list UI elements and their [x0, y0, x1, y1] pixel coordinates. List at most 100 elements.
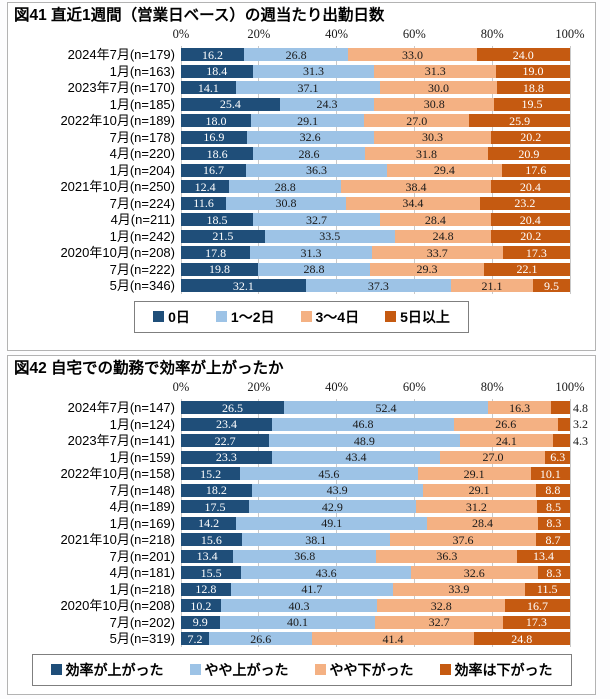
stacked-bar: 13.4 36.8 36.3 13.4: [181, 549, 570, 563]
bar-segment: 18.2: [181, 483, 252, 497]
bar-segment: 32.8: [377, 599, 506, 613]
bar-segment: 20.4: [490, 180, 570, 194]
bar-segment: 29.3: [370, 262, 485, 276]
bar-segment: 32.6: [410, 566, 538, 580]
bar-row: 1月(n=185) 25.4 24.3 30.8 19.5: [8, 96, 595, 113]
bar-segment: 19.5: [494, 97, 570, 111]
bar-segment: 17.5: [181, 500, 249, 514]
bar-row: 1月(n=124) 23.4 46.8 26.6 3.2: [8, 416, 595, 433]
bar-segment: 31.3: [252, 64, 375, 78]
legend-item: やや下がった: [314, 660, 414, 680]
bar-segment: 31.3: [250, 246, 372, 260]
figure41-plot-area: 2024年7月(n=179) 16.2 26.8 33.0 24.0 1月(n=163) 1…: [8, 46, 595, 294]
bar-segment: 31.8: [364, 147, 489, 161]
bar-segment: 36.3: [245, 163, 388, 177]
bar-segment: 40.1: [219, 615, 376, 629]
figure41-panel: 図41 直近1週間（営業日ベース）の週当たり出勤日数 0% 20% 40% 60% 80…: [7, 2, 596, 351]
bar-segment: 31.3: [374, 64, 497, 78]
bar-segment: 18.4: [181, 64, 253, 78]
legend-label: 0日: [168, 308, 190, 325]
stacked-bar: 32.1 37.3 21.1 9.5: [181, 279, 570, 293]
axis-tick-label: 40%: [325, 27, 349, 42]
stacked-bar: 15.6 38.1 37.6 8.7: [181, 533, 570, 547]
bar-segment: 17.6: [501, 163, 570, 177]
stacked-bar: 16.9 32.6 30.3 20.2: [181, 130, 570, 144]
stacked-bar: 23.4 46.8 26.6 3.2: [181, 417, 588, 431]
bar-row: 1月(n=159) 23.3 43.4 27.0 6.3: [8, 449, 595, 466]
stacked-bar: 25.4 24.3 30.8 19.5: [181, 97, 570, 111]
segment-value-label: 3.2: [572, 417, 588, 432]
segment-value-label: 4.3: [572, 433, 588, 448]
stacked-bar: 16.7 36.3 29.4 17.6: [181, 163, 570, 177]
legend-item: 1～2日: [215, 307, 275, 327]
bar-segment: 24.8: [473, 632, 570, 646]
bar-segment: 33.7: [371, 246, 503, 260]
legend-swatch-icon: [153, 311, 165, 323]
category-label: 7月(n=148): [109, 482, 175, 498]
axis-tick-label: 20%: [247, 380, 271, 395]
category-label: 2020年10月(n=208): [60, 598, 175, 614]
bar-segment: 29.1: [251, 114, 365, 128]
bar-segment: 26.8: [244, 48, 349, 62]
category-label: 4月(n=211): [110, 212, 175, 228]
bar-segment: 28.4: [427, 516, 538, 530]
bar-row: 2021年10月(n=218) 15.6 38.1 37.6 8.7: [8, 531, 595, 548]
bar-row: 7月(n=148) 18.2 43.9 29.1 8.8: [8, 482, 595, 499]
category-label: 7月(n=222): [109, 261, 175, 277]
bar-segment: 45.6: [240, 467, 418, 481]
axis-tick-label: 100%: [555, 380, 585, 395]
bar-segment: 23.2: [479, 196, 570, 210]
stacked-bar: 21.5 33.5 24.8 20.2: [181, 229, 570, 243]
bar-row: 2022年10月(n=189) 18.0 29.1 27.0 25.9: [8, 112, 595, 129]
bar-row: 7月(n=178) 16.9 32.6 30.3 20.2: [8, 129, 595, 146]
bar-segment: 28.8: [229, 180, 342, 194]
legend-label: 効率は下がった: [454, 661, 553, 678]
bar-segment: 13.4: [517, 549, 570, 563]
bar-segment: 15.2: [181, 467, 241, 481]
bar-segment: 26.6: [454, 417, 558, 431]
bar-segment: 12.4: [181, 180, 230, 194]
legend-item: 0日: [153, 307, 190, 327]
bar-segment: 30.3: [373, 130, 492, 144]
bar-segment: 16.7: [181, 163, 246, 177]
bar-segment: 23.4: [181, 417, 273, 431]
category-label: 7月(n=201): [109, 548, 175, 564]
bar-row: 2024年7月(n=147) 26.5 52.4 16.3 4.8: [8, 399, 595, 416]
segment-value-label: 4.8: [572, 400, 588, 415]
category-label: 1月(n=169): [109, 515, 175, 531]
bar-segment: 43.9: [251, 483, 423, 497]
stacked-bar: 18.2 43.9 29.1 8.8: [181, 483, 570, 497]
bar-row: 2023年7月(n=170) 14.1 37.1 30.0 18.8: [8, 79, 595, 96]
bar-segment: 28.8: [258, 262, 371, 276]
axis-tick-label: 80%: [480, 27, 504, 42]
bar-segment: 25.9: [469, 114, 570, 128]
axis-tick-label: 40%: [325, 380, 349, 395]
gridline: [569, 399, 571, 647]
stacked-bar: 14.1 37.1 30.0 18.8: [181, 81, 570, 95]
bar-segment: 29.4: [387, 163, 502, 177]
bar-segment: 24.1: [459, 434, 554, 448]
bar-row: 5月(n=319) 7.2 26.6 41.4 24.8: [8, 630, 595, 647]
bar-segment: 33.9: [392, 582, 525, 596]
bar-segment: 42.9: [249, 500, 416, 514]
bar-segment: 38.4: [341, 180, 491, 194]
stacked-bar: 16.2 26.8 33.0 24.0: [181, 48, 570, 62]
axis-tick-label: 80%: [480, 380, 504, 395]
legend-item: 5日以上: [385, 307, 450, 327]
bar-segment: 41.7: [230, 582, 393, 596]
bar-segment: 48.9: [269, 434, 460, 448]
bar-segment: 19.8: [181, 262, 259, 276]
bar-row: 2020年10月(n=208) 17.8 31.3 33.7 17.3: [8, 244, 595, 261]
bar-segment: 32.7: [252, 213, 381, 227]
figure41-legend: 0日 1～2日 3～4日 5日以上: [134, 300, 469, 333]
bar-row: 4月(n=211) 18.5 32.7 28.4 20.4: [8, 211, 595, 228]
bar-segment: 13.4: [181, 549, 234, 563]
legend-swatch-icon: [439, 664, 451, 676]
bar-segment: 43.6: [241, 566, 411, 580]
legend-label: 効率が上がった: [65, 661, 164, 678]
axis-tick-label: 0%: [172, 380, 190, 395]
figure41-title: 図41 直近1週間（営業日ベース）の週当たり出勤日数: [14, 7, 385, 24]
bar-segment: 16.7: [505, 599, 570, 613]
stacked-bar: 12.8 41.7 33.9 11.5: [181, 582, 570, 596]
legend-swatch-icon: [385, 311, 397, 323]
